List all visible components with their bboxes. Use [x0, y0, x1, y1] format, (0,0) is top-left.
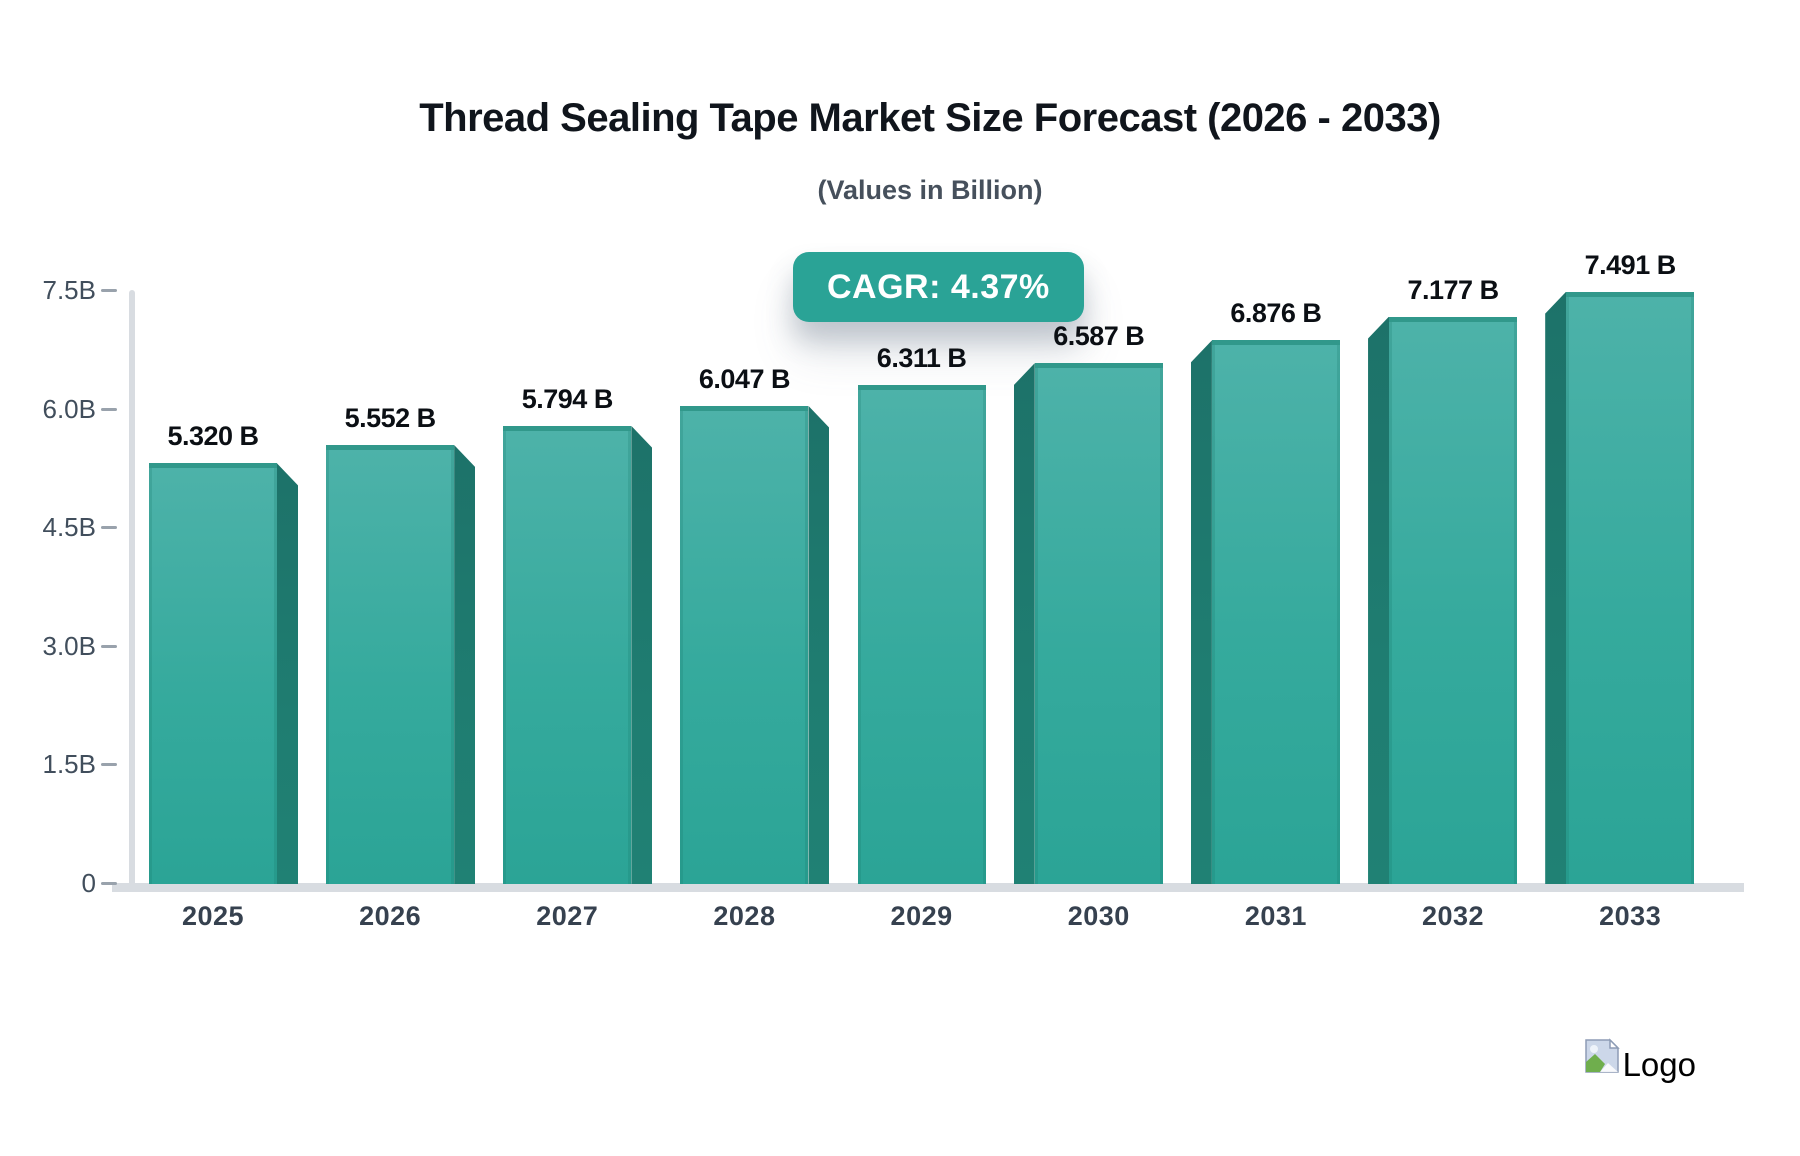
chart-title: Thread Sealing Tape Market Size Forecast… — [419, 96, 1441, 140]
y-tick-label: 1.5B — [42, 749, 97, 780]
x-axis-label: 2029 — [890, 901, 953, 931]
x-axis-label: 2028 — [713, 901, 776, 931]
logo: Logo — [1583, 1038, 1696, 1084]
bar-side-face — [631, 425, 653, 884]
bar-value-label: 5.794 B — [521, 383, 614, 414]
logo-alt-text: Logo — [1622, 1046, 1696, 1083]
x-axis-label: 2033 — [1599, 901, 1662, 931]
bar-side-face — [1545, 291, 1567, 884]
x-axis-label: 2030 — [1067, 901, 1130, 931]
bar-2033 — [1566, 291, 1695, 884]
broken-image-icon — [1583, 1038, 1621, 1079]
x-axis-line — [112, 883, 1744, 892]
y-tick-dash — [101, 407, 117, 411]
x-axis-label: 2027 — [536, 901, 599, 931]
bar-2027 — [503, 425, 632, 884]
y-tick-label: 4.5B — [42, 512, 97, 543]
bar-2032 — [1389, 316, 1518, 884]
bar-value-label: 6.876 B — [1230, 298, 1322, 329]
bar-side-face — [454, 445, 476, 884]
y-tick-dash — [101, 288, 117, 292]
bar-2030 — [1034, 363, 1163, 884]
x-axis-label: 2025 — [181, 901, 245, 931]
bar-value-label: 6.311 B — [876, 342, 967, 373]
bar-side-face — [1190, 340, 1212, 884]
bar-side-face — [1013, 363, 1035, 884]
y-tick-label: 3.0B — [42, 630, 97, 661]
bar-value-label: 7.491 B — [1584, 249, 1677, 280]
y-tick-dash — [101, 526, 117, 530]
x-axis-label: 2032 — [1422, 901, 1485, 931]
bar-side-face — [1368, 316, 1390, 884]
bar-value-label: 6.047 B — [698, 363, 791, 394]
bar-2029 — [857, 384, 986, 884]
y-tick-label: 7.5B — [42, 274, 97, 305]
cagr-badge: CAGR: 4.37% — [793, 252, 1084, 322]
bar-2028 — [680, 405, 809, 884]
bar-2025 — [149, 463, 277, 884]
bar-side-face — [808, 405, 830, 884]
y-tick-dash — [101, 882, 117, 885]
bar-value-label: 6.587 B — [1053, 321, 1145, 352]
x-axis-label: 2026 — [359, 901, 422, 931]
y-tick-dash — [101, 763, 117, 767]
bar-value-label: 5.552 B — [344, 403, 437, 433]
cagr-badge-label: CAGR: 4.37% — [827, 267, 1050, 306]
y-axis-line — [129, 290, 135, 890]
bar-2026 — [326, 445, 455, 884]
bar-value-label: 5.320 B — [167, 421, 259, 452]
y-tick-dash — [101, 644, 117, 648]
chart-subtitle: (Values in Billion) — [817, 175, 1043, 205]
bar-value-label: 7.177 B — [1407, 274, 1500, 305]
y-tick-label: 6.0B — [42, 393, 97, 424]
x-axis-label: 2031 — [1244, 901, 1307, 931]
y-tick-label: 0 — [81, 868, 96, 898]
bar-side-face — [277, 463, 298, 884]
bar-2031 — [1211, 340, 1340, 884]
